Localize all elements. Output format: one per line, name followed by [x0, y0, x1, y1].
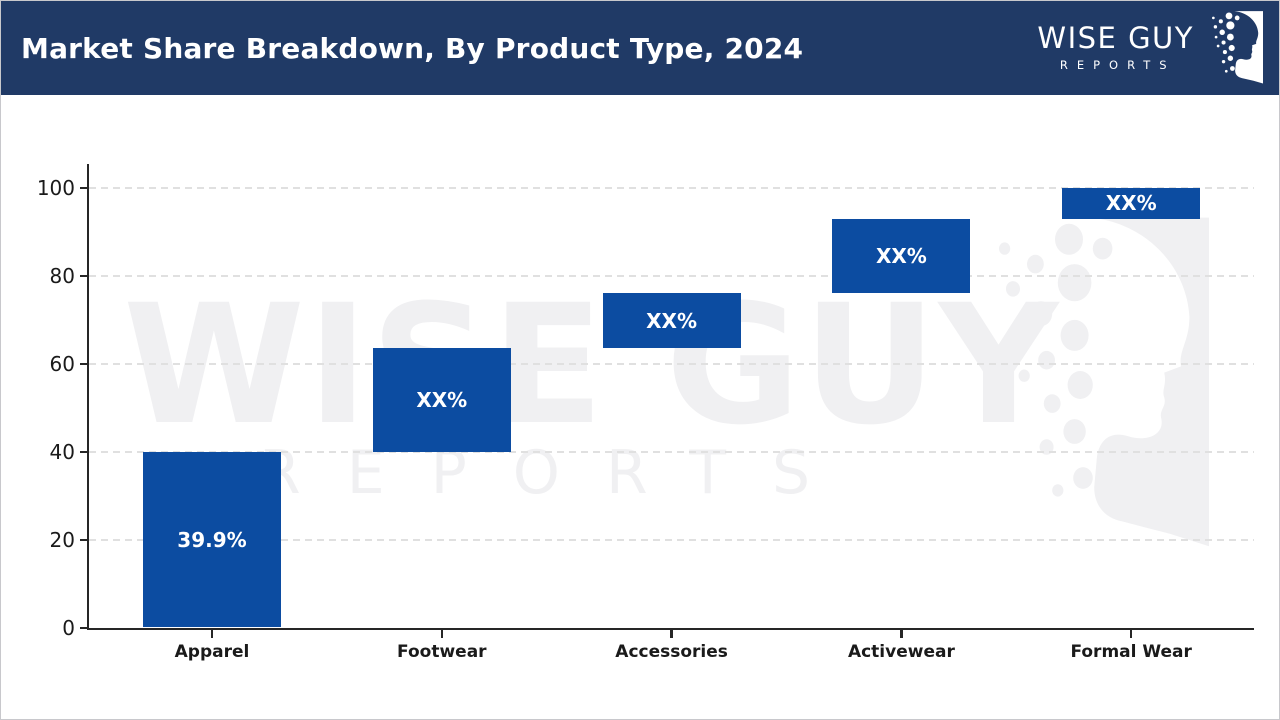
- logo-face-icon: [1212, 11, 1263, 84]
- gridline-40: [89, 450, 1254, 453]
- watermark-wordmark: WISE GUY: [123, 269, 1061, 461]
- y-tick-label-0: 0: [62, 615, 75, 640]
- bar-formal-wear: XX%: [1062, 188, 1201, 219]
- y-tick-0: [80, 626, 89, 629]
- bar-activewear: XX%: [832, 218, 971, 294]
- x-tick-formal-wear: [1130, 630, 1133, 638]
- bar-accessories: XX%: [602, 293, 741, 349]
- watermark-subtitle: REPORTS: [259, 438, 857, 508]
- y-tick-100: [80, 187, 89, 190]
- bar-value-label-formal-wear: XX%: [1105, 191, 1157, 216]
- x-axis-label-activewear: Activewear: [847, 641, 955, 662]
- x-tick-activewear: [900, 630, 903, 638]
- y-tick-label-80: 80: [49, 263, 75, 288]
- bar-footwear: XX%: [372, 348, 511, 452]
- gridline-100: [89, 187, 1254, 189]
- watermark-face-icon: [999, 217, 1209, 547]
- x-tick-accessories: [670, 630, 673, 638]
- gridline-80: [89, 274, 1254, 277]
- gridline-60: [89, 362, 1254, 365]
- x-axis-label-formal-wear: Formal Wear: [1070, 641, 1192, 662]
- page-title: Market Share Breakdown, By Product Type,…: [21, 31, 804, 65]
- x-axis-label-accessories: Accessories: [615, 641, 728, 662]
- y-axis-line: [86, 164, 89, 630]
- x-axis-line: [86, 627, 1254, 630]
- logo-text: WISE GUY REPORTS: [1037, 21, 1194, 73]
- gridline-20: [89, 538, 1254, 541]
- y-tick-60: [80, 362, 89, 366]
- bar-value-label-apparel: 39.9%: [177, 527, 247, 552]
- y-tick-label-60: 60: [49, 351, 75, 376]
- x-axis-label-apparel: Apparel: [174, 641, 250, 662]
- bar-apparel: 39.9%: [143, 451, 281, 628]
- x-axis-label-footwear: Footwear: [397, 641, 487, 662]
- report-header: Market Share Breakdown, By Product Type,…: [1, 1, 1279, 95]
- x-tick-apparel: [210, 630, 214, 638]
- y-tick-label-20: 20: [49, 527, 75, 552]
- y-tick-label-100: 100: [36, 176, 75, 200]
- y-tick-80: [80, 274, 89, 278]
- y-tick-20: [80, 538, 89, 541]
- y-tick-label-40: 40: [49, 439, 75, 464]
- bar-value-label-footwear: XX%: [416, 388, 468, 413]
- bar-value-label-activewear: XX%: [875, 244, 927, 269]
- x-tick-footwear: [440, 630, 443, 638]
- bar-value-label-accessories: XX%: [646, 308, 698, 333]
- wise-guy-logo: WISE GUY REPORTS: [1037, 7, 1263, 89]
- logo-subtitle: REPORTS: [1059, 58, 1176, 72]
- y-tick-40: [80, 450, 89, 454]
- logo-wordmark: WISE GUY: [1037, 21, 1194, 55]
